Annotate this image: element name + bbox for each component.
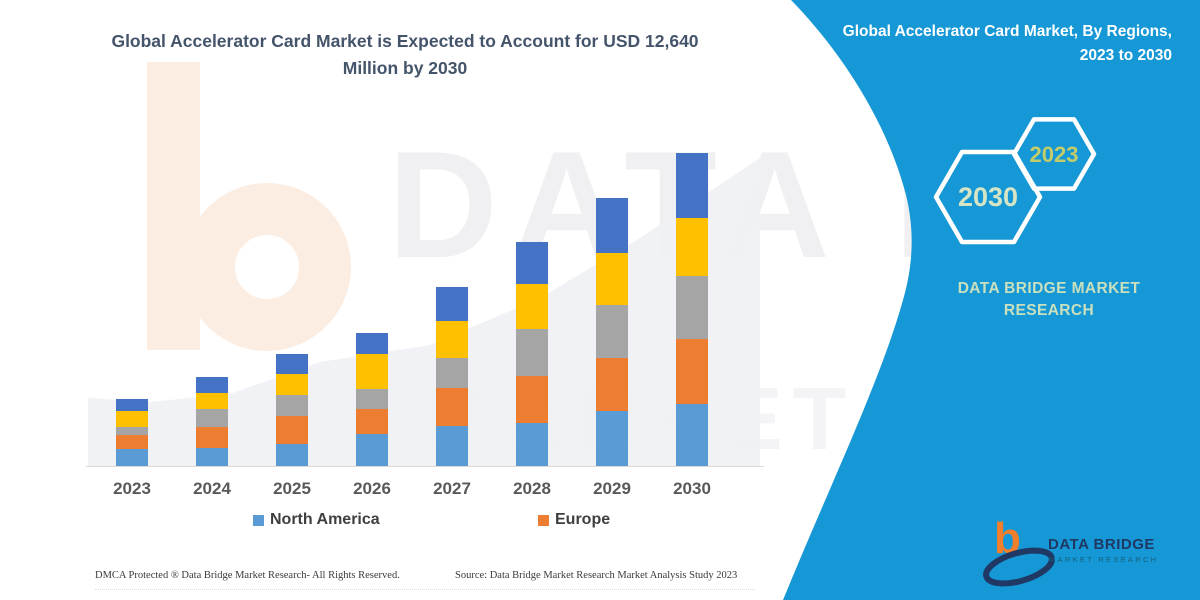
bar-segment (436, 388, 468, 426)
bar-segment (356, 389, 388, 409)
x-axis-label-2026: 2026 (353, 479, 391, 498)
footer-dmca-text: DMCA Protected ® Data Bridge Market Rese… (95, 570, 400, 581)
hexagons-graphic: 2030 2023 (933, 117, 1097, 245)
databridge-logo: b DATA BRIDGE MARKET RESEARCH (978, 514, 1188, 590)
bar-segment (516, 284, 548, 329)
bar-segment (596, 358, 628, 411)
logo-swoosh-icon (983, 547, 1055, 587)
stacked-bar-2027 (436, 287, 468, 466)
bar-segment (516, 242, 548, 284)
legend-swatch (253, 514, 264, 526)
stacked-bar-2030 (676, 153, 708, 466)
bar-segment (276, 416, 308, 444)
x-axis-label-2028: 2028 (513, 479, 551, 498)
legend-label: North America (270, 511, 380, 528)
bar-segment (356, 354, 388, 389)
bar-segment (516, 329, 548, 376)
bar-segment (116, 435, 148, 449)
bar-segment (356, 333, 388, 354)
hexagon-2023-label: 2023 (1030, 142, 1079, 167)
x-axis-label-2027: 2027 (433, 479, 471, 498)
footer-divider (95, 589, 755, 590)
bar-segment (596, 411, 628, 466)
stacked-bar-2028 (516, 242, 548, 466)
bar-segment (516, 423, 548, 466)
x-axis-label-2029: 2029 (593, 479, 631, 498)
bar-segment (676, 404, 708, 466)
stacked-bar-2026 (356, 333, 388, 466)
bar-segment (436, 287, 468, 321)
bar-segment (596, 253, 628, 305)
bar-segment (596, 305, 628, 358)
x-axis-label-2023: 2023 (113, 479, 151, 498)
panel-brand-text: DATA BRIDGE MARKET RESEARCH (957, 280, 1141, 319)
bar-segment (116, 411, 148, 427)
bar-segment (676, 276, 708, 339)
bar-segment (276, 395, 308, 416)
bar-segment (516, 376, 548, 423)
bar-segment (436, 358, 468, 388)
bar-segment (676, 218, 708, 276)
chart-title: Global Accelerator Card Market is Expect… (111, 31, 699, 78)
bar-segment (276, 444, 308, 466)
bar-segment (196, 448, 228, 466)
bar-segment (596, 198, 628, 253)
panel-title: Global Accelerator Card Market, By Regio… (842, 23, 1172, 64)
bar-segment (116, 449, 148, 466)
bar-segment (436, 321, 468, 358)
bar-segment (196, 409, 228, 427)
x-axis-label-2030: 2030 (673, 479, 711, 498)
stacked-bar-2029 (596, 198, 628, 466)
x-axis-line (86, 466, 764, 467)
bar-segment (116, 427, 148, 435)
legend-item-europe: Europe (538, 511, 610, 529)
footer-source-text: Source: Data Bridge Market Research Mark… (455, 570, 738, 581)
bar-segment (196, 377, 228, 393)
x-axis-label-2024: 2024 (193, 479, 231, 498)
bar-segment (356, 434, 388, 466)
bar-segment (436, 426, 468, 466)
legend-label: Europe (555, 511, 611, 528)
bar-segment (276, 354, 308, 374)
stacked-bar-2023 (116, 399, 148, 466)
stacked-bar-2025 (276, 354, 308, 466)
bar-segment (676, 339, 708, 404)
bar-segment (116, 399, 148, 411)
bar-segment (196, 393, 228, 409)
stacked-bar-2024 (196, 377, 228, 466)
hexagon-2030-label: 2030 (958, 182, 1018, 212)
legend-item-north-america: North America (253, 511, 380, 529)
hexagon-2030-outline (933, 149, 1043, 245)
hexagon-2023-outline (1011, 117, 1097, 191)
logo-tagline-text: MARKET RESEARCH (1049, 555, 1159, 564)
bar-segment (196, 427, 228, 448)
bar-segment (676, 153, 708, 218)
legend-swatch (538, 514, 549, 526)
logo-brand-text: DATA BRIDGE (1048, 536, 1155, 553)
bar-segment (276, 374, 308, 395)
bar-segment (356, 409, 388, 434)
x-axis-label-2025: 2025 (273, 479, 311, 498)
